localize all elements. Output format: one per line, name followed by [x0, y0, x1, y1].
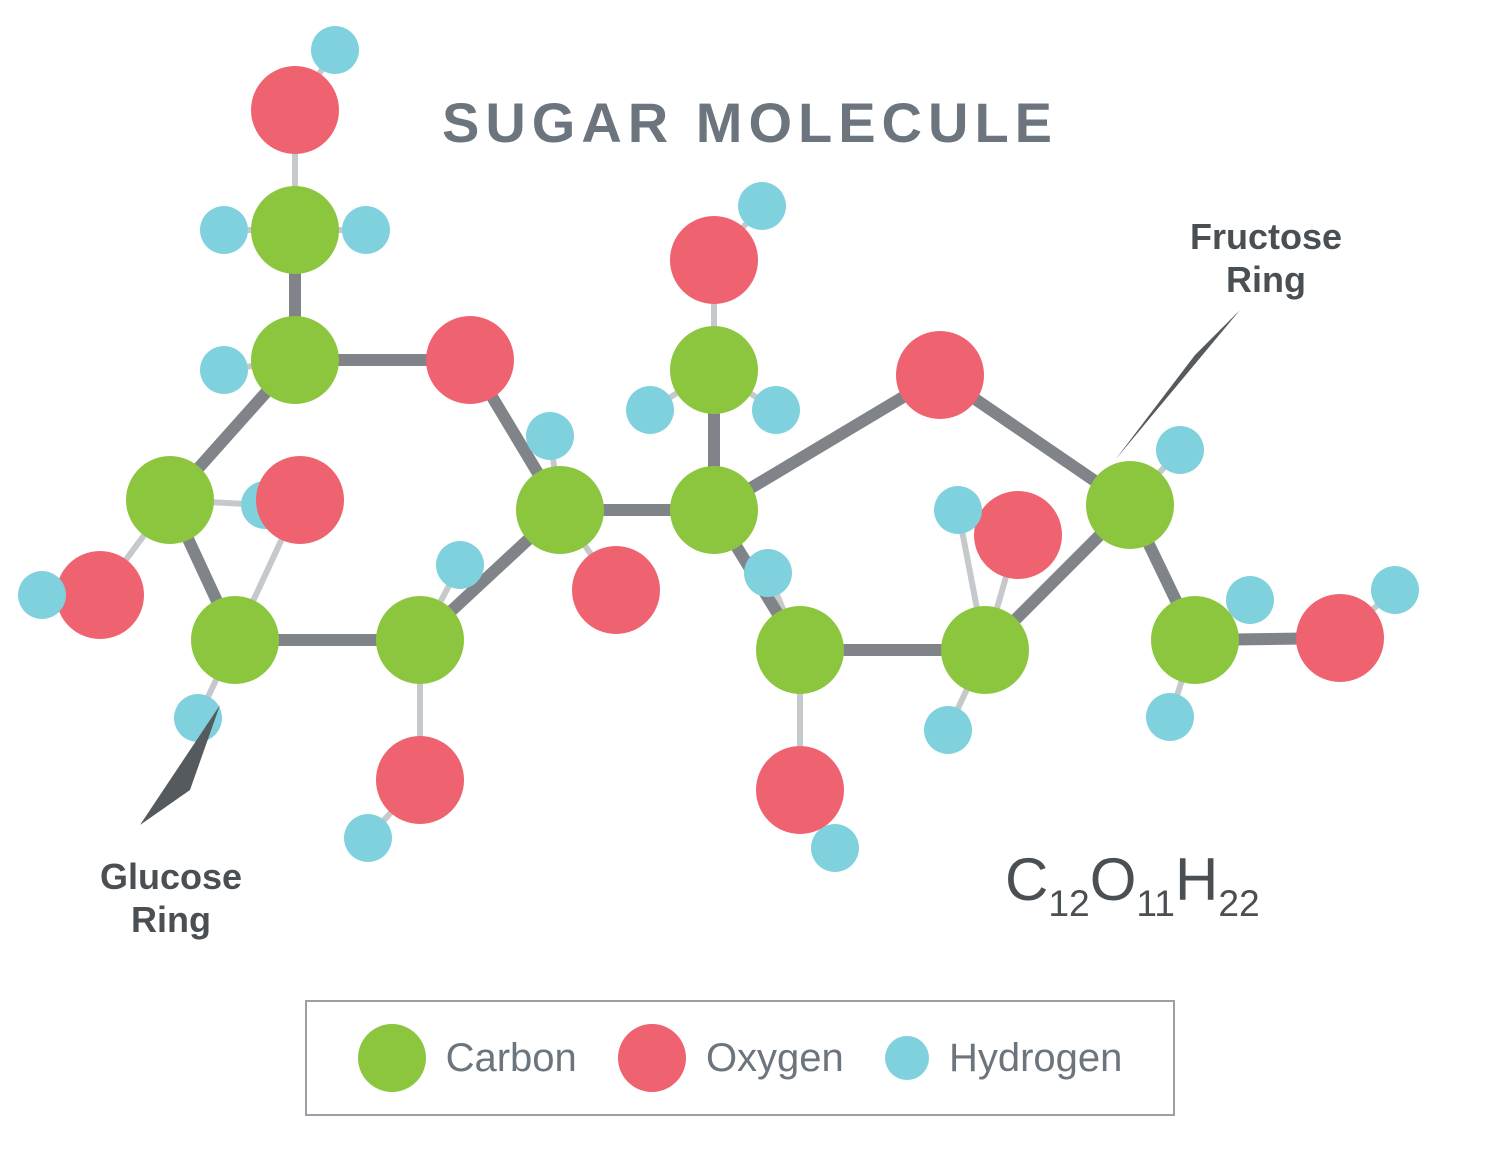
atom-hydrogen	[1371, 566, 1419, 614]
atom-oxygen	[572, 546, 660, 634]
legend-label: Hydrogen	[949, 1036, 1122, 1081]
atom-hydrogen	[744, 549, 792, 597]
glucose-ring-label-line2: Ring	[131, 899, 211, 940]
atom-carbon	[376, 596, 464, 684]
atom-carbon	[191, 596, 279, 684]
atom-hydrogen	[200, 206, 248, 254]
atom-oxygen	[251, 66, 339, 154]
legend-swatch-hydrogen	[885, 1036, 929, 1080]
fructose-ring-label-line1: Fructose	[1190, 216, 1342, 257]
atom-carbon	[756, 606, 844, 694]
diagram-canvas: SUGAR MOLECULE Glucose Ring Fructose Rin…	[0, 0, 1500, 1170]
atom-oxygen	[1296, 594, 1384, 682]
atom-hydrogen	[1226, 576, 1274, 624]
atom-carbon	[251, 316, 339, 404]
legend-label: Carbon	[446, 1036, 577, 1081]
atom-hydrogen	[526, 412, 574, 460]
chemical-formula: C12O11H22	[1005, 845, 1260, 922]
atom-oxygen	[670, 216, 758, 304]
atom-hydrogen	[1146, 693, 1194, 741]
atom-carbon	[1151, 596, 1239, 684]
legend-item-carbon: Carbon	[358, 1024, 577, 1092]
atom-hydrogen	[311, 26, 359, 74]
atom-oxygen	[426, 316, 514, 404]
atom-carbon	[1086, 461, 1174, 549]
atom-hydrogen	[18, 571, 66, 619]
glucose-ring-label: Glucose Ring	[100, 855, 242, 941]
legend-item-oxygen: Oxygen	[618, 1024, 844, 1092]
atom-hydrogen	[738, 182, 786, 230]
atom-oxygen	[974, 491, 1062, 579]
atom-hydrogen	[752, 386, 800, 434]
legend: Carbon Oxygen Hydrogen	[305, 1000, 1175, 1116]
atom-oxygen	[896, 331, 984, 419]
fructose-ring-label: Fructose Ring	[1190, 215, 1342, 301]
atom-hydrogen	[924, 706, 972, 754]
atom-oxygen	[56, 551, 144, 639]
fructose-ring-label-line2: Ring	[1226, 259, 1306, 300]
atom-hydrogen	[626, 386, 674, 434]
atom-oxygen	[376, 736, 464, 824]
atom-hydrogen	[436, 541, 484, 589]
legend-swatch-oxygen	[618, 1024, 686, 1092]
atom-carbon	[941, 606, 1029, 694]
atom-carbon	[126, 456, 214, 544]
atom-hydrogen	[1156, 426, 1204, 474]
atom-hydrogen	[342, 206, 390, 254]
legend-label: Oxygen	[706, 1036, 844, 1081]
atom-oxygen	[756, 746, 844, 834]
atom-oxygen	[256, 456, 344, 544]
molecule-svg	[0, 0, 1500, 1170]
atom-hydrogen	[200, 346, 248, 394]
atom-carbon	[251, 186, 339, 274]
glucose-ring-label-line1: Glucose	[100, 856, 242, 897]
atom-hydrogen	[811, 824, 859, 872]
atom-carbon	[516, 466, 604, 554]
atom-carbon	[670, 466, 758, 554]
atom-hydrogen	[934, 486, 982, 534]
legend-swatch-carbon	[358, 1024, 426, 1092]
atom-hydrogen	[344, 814, 392, 862]
atom-carbon	[670, 326, 758, 414]
legend-item-hydrogen: Hydrogen	[885, 1036, 1122, 1081]
